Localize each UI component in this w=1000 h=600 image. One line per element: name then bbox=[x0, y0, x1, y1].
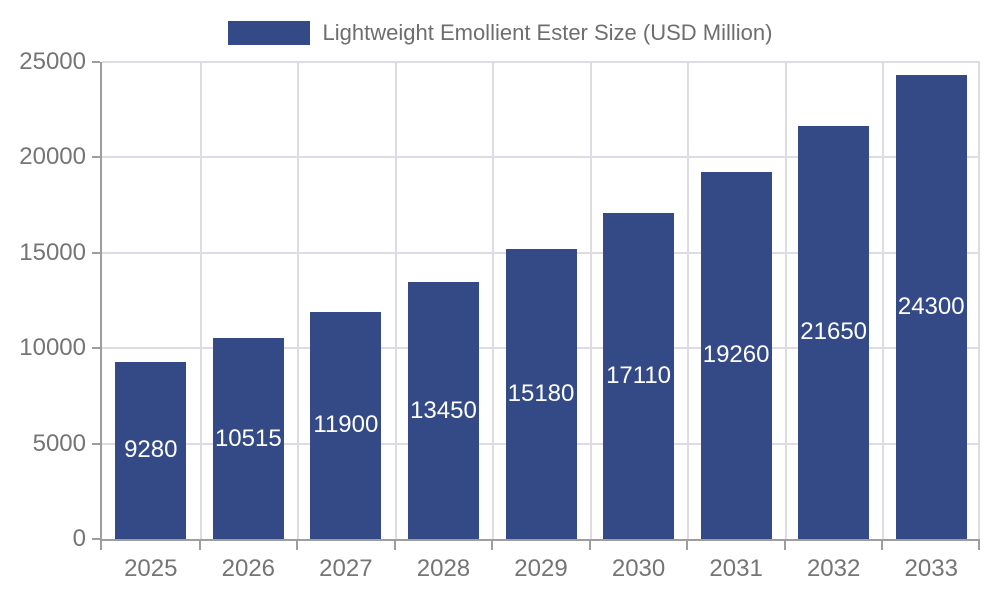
v-gridline bbox=[784, 62, 787, 539]
bar-value-label: 15180 bbox=[507, 380, 575, 408]
bar bbox=[212, 338, 284, 539]
v-gridline bbox=[297, 62, 300, 539]
x-axis-tick bbox=[198, 541, 201, 550]
y-tick-label: 20000 bbox=[19, 143, 86, 171]
x-tick-label: 2029 bbox=[514, 555, 568, 582]
bar bbox=[798, 125, 870, 539]
x-axis-tick bbox=[978, 541, 980, 550]
y-tick-label: 5000 bbox=[32, 429, 86, 457]
bar-value-label: 11900 bbox=[313, 411, 379, 439]
x-tick-label: 2031 bbox=[709, 555, 763, 582]
y-axis-tick bbox=[92, 61, 100, 63]
x-axis-tick bbox=[296, 541, 299, 550]
x-tick-label: 2025 bbox=[124, 555, 178, 582]
bar bbox=[115, 361, 187, 539]
x-tick-label: 2026 bbox=[221, 555, 276, 582]
y-tick-label: 10000 bbox=[19, 334, 86, 362]
v-gridline bbox=[589, 62, 592, 539]
v-gridline bbox=[882, 62, 885, 539]
x-axis-tick bbox=[783, 541, 786, 550]
x-tick-label: 2030 bbox=[611, 555, 666, 582]
bar bbox=[407, 282, 479, 539]
y-tick-label: 25000 bbox=[19, 48, 86, 75]
x-tick-label: 2032 bbox=[806, 555, 861, 582]
bar-value-label: 19260 bbox=[702, 341, 770, 369]
bar bbox=[603, 212, 675, 539]
bar-value-label: 17110 bbox=[606, 361, 672, 389]
bar bbox=[310, 311, 382, 539]
y-axis-tick bbox=[92, 442, 100, 445]
x-axis-tick bbox=[100, 541, 102, 550]
y-axis-tick bbox=[92, 538, 100, 540]
bar-value-label: 21650 bbox=[800, 318, 868, 346]
y-tick-label: 15000 bbox=[19, 238, 86, 266]
y-axis-tick bbox=[92, 156, 100, 159]
y-axis-tick bbox=[92, 251, 100, 254]
x-tick-label: 2027 bbox=[319, 555, 373, 582]
h-gridline bbox=[102, 61, 980, 63]
v-gridline bbox=[687, 62, 690, 539]
y-axis-tick bbox=[92, 347, 100, 350]
bar bbox=[895, 75, 967, 539]
x-tick-label: 2028 bbox=[416, 555, 471, 582]
bar-value-label: 9280 bbox=[124, 436, 178, 464]
bar bbox=[505, 249, 577, 539]
x-tick-label: 2033 bbox=[904, 555, 958, 582]
legend: Lightweight Emollient Ester Size (USD Mi… bbox=[0, 18, 1000, 48]
plot-area: 0 5000 10000 15000 20000 25000 9280 2025 10515 20… bbox=[19, 48, 980, 582]
bar-value-label: 13450 bbox=[410, 396, 477, 424]
bar-value-label: 10515 bbox=[214, 424, 282, 452]
x-axis-tick bbox=[491, 541, 494, 550]
bar bbox=[700, 171, 772, 539]
bar-value-label: 24300 bbox=[897, 293, 965, 321]
h-gridline bbox=[102, 156, 980, 159]
legend-swatch bbox=[227, 21, 310, 45]
v-gridline bbox=[978, 62, 980, 539]
y-tick-label: 0 bbox=[72, 525, 86, 552]
x-axis-tick bbox=[588, 541, 591, 550]
x-axis-tick bbox=[881, 541, 884, 550]
v-gridline bbox=[492, 62, 495, 539]
v-gridline bbox=[394, 62, 397, 539]
legend-label: Lightweight Emollient Ester Size (USD Mi… bbox=[322, 20, 773, 45]
x-axis-tick bbox=[393, 541, 396, 550]
v-gridline bbox=[199, 62, 202, 539]
x-axis-tick bbox=[686, 541, 689, 550]
